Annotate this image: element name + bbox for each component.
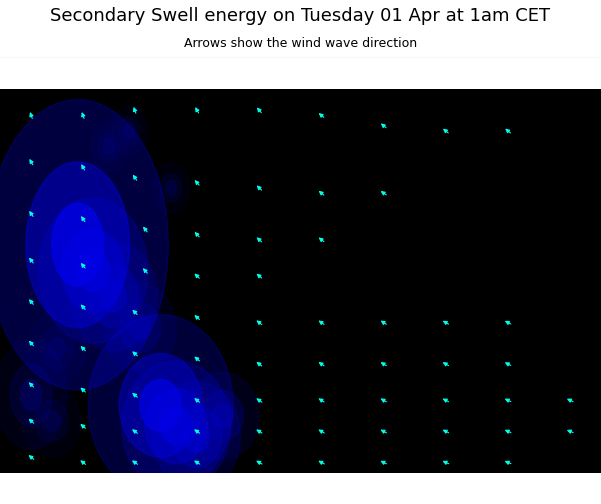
Ellipse shape xyxy=(28,312,86,385)
Ellipse shape xyxy=(160,173,182,202)
Ellipse shape xyxy=(40,328,73,369)
Ellipse shape xyxy=(70,242,157,351)
Ellipse shape xyxy=(52,203,103,286)
Ellipse shape xyxy=(130,315,150,340)
Ellipse shape xyxy=(103,284,176,371)
Ellipse shape xyxy=(119,353,202,457)
Ellipse shape xyxy=(140,380,182,431)
Ellipse shape xyxy=(122,361,231,491)
Ellipse shape xyxy=(119,303,160,352)
Ellipse shape xyxy=(160,407,192,445)
Ellipse shape xyxy=(185,421,209,452)
Ellipse shape xyxy=(166,180,176,195)
Ellipse shape xyxy=(145,389,207,463)
Text: Arrows show the wind wave direction: Arrows show the wind wave direction xyxy=(184,37,417,50)
Ellipse shape xyxy=(78,250,109,291)
Ellipse shape xyxy=(43,410,60,431)
Ellipse shape xyxy=(99,132,119,161)
Ellipse shape xyxy=(49,338,66,359)
Ellipse shape xyxy=(186,372,259,459)
Ellipse shape xyxy=(39,198,148,343)
Ellipse shape xyxy=(26,162,130,328)
Text: Secondary Swell energy on Tuesday 01 Apr at 1am CET: Secondary Swell energy on Tuesday 01 Apr… xyxy=(50,7,551,25)
Ellipse shape xyxy=(102,281,126,312)
Ellipse shape xyxy=(172,405,222,468)
Ellipse shape xyxy=(23,385,81,457)
Ellipse shape xyxy=(20,380,41,410)
Ellipse shape xyxy=(119,116,140,145)
Ellipse shape xyxy=(89,266,139,328)
Ellipse shape xyxy=(0,341,67,450)
Ellipse shape xyxy=(202,391,243,440)
Ellipse shape xyxy=(88,314,233,496)
Ellipse shape xyxy=(0,100,168,390)
Ellipse shape xyxy=(35,400,69,442)
Ellipse shape xyxy=(62,229,124,312)
Ellipse shape xyxy=(212,403,233,428)
Ellipse shape xyxy=(111,105,148,156)
Ellipse shape xyxy=(153,382,240,491)
Ellipse shape xyxy=(103,139,114,154)
Ellipse shape xyxy=(10,364,52,426)
Ellipse shape xyxy=(124,123,135,138)
Ellipse shape xyxy=(153,162,189,213)
Ellipse shape xyxy=(91,121,127,172)
